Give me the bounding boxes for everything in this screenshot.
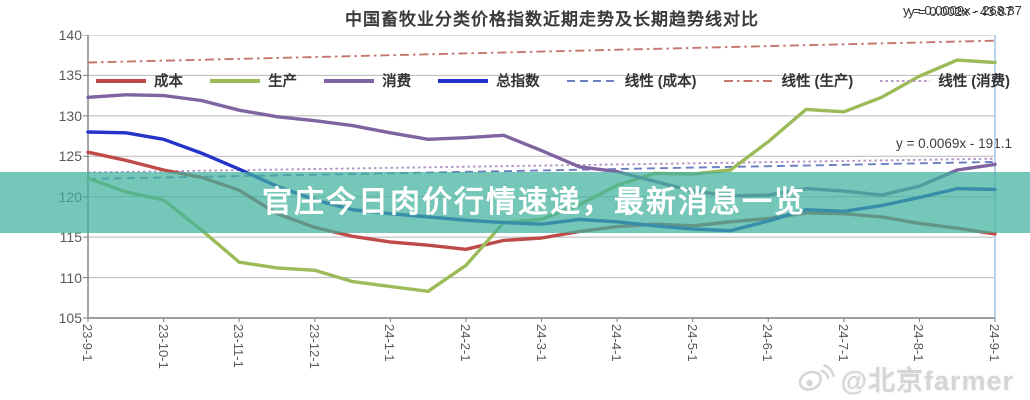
- x-axis-tick-label: 24-2-1: [457, 324, 473, 362]
- x-axis-tick-label: 23-9-1: [80, 324, 95, 362]
- trend-line: [87, 160, 996, 180]
- y-axis-tick-label: 130: [58, 107, 82, 124]
- trend-equation-top-b: y = 0.002x - 43.87: [908, 4, 1013, 19]
- legend-swatch: [96, 78, 146, 83]
- legend-item[interactable]: 消费: [323, 70, 411, 91]
- watermark: @北京farmer: [797, 359, 1014, 398]
- legend-item[interactable]: 生产: [209, 70, 297, 91]
- legend-item-label: 成本: [154, 74, 183, 90]
- weibo-icon: [798, 363, 835, 391]
- legend-item-label: 消费: [382, 74, 412, 90]
- chart-legend: 成本 生产 消费 总指数 线性 (成本) 线性 (生产) 线性 (消费): [95, 70, 1010, 91]
- legend-item-label: 生产: [268, 74, 298, 90]
- legend-item-label: 线性 (成本): [624, 74, 697, 90]
- x-axis-tick-label: 24-3-1: [533, 324, 549, 362]
- overlay-banner: 官庄今日肉价行情速递，最新消息一览: [0, 172, 1030, 233]
- legend-item[interactable]: 成本: [95, 70, 183, 91]
- y-axis-tick-label: 115: [59, 229, 82, 246]
- x-axis-tick-label: 23-11-1: [231, 324, 247, 368]
- page-title: 中国畜牧业分类价格指数近期走势及长期趋势线对比: [345, 10, 759, 29]
- legend-swatch: [566, 79, 617, 82]
- trend-line: [87, 39, 996, 64]
- x-axis-tick-label: 24-1-1: [382, 324, 398, 362]
- trend-equation-top-a: y = 0.0009x - 268.87: [903, 3, 1022, 18]
- x-axis-tick-label: 23-12-1: [306, 324, 322, 369]
- legend-swatch: [438, 78, 489, 83]
- x-axis-tick-label: 23-10-1: [155, 324, 171, 369]
- legend-item-label: 线性 (生产): [781, 74, 854, 90]
- legend-swatch: [723, 79, 774, 82]
- legend-item[interactable]: 总指数: [437, 70, 540, 91]
- x-axis-tick-label: 24-9-1: [987, 324, 1002, 362]
- trend-equation-consumption: y = 0.0069x - 191.1: [896, 136, 1012, 151]
- x-axis-tick-label: 24-8-1: [911, 324, 927, 362]
- legend-item-label: 线性 (消费): [938, 74, 1010, 90]
- x-axis-tick-label: 24-4-1: [609, 324, 625, 362]
- watermark-text: @北京farmer: [840, 366, 1014, 396]
- y-axis-tick-label: 110: [59, 269, 82, 286]
- legend-swatch: [880, 79, 931, 82]
- y-axis-tick-label: 140: [58, 27, 82, 43]
- legend-item-label: 总指数: [496, 74, 540, 90]
- legend-item[interactable]: 线性 (消费): [879, 70, 1010, 91]
- trend-line: [87, 157, 996, 174]
- y-axis-tick-label: 125: [58, 148, 82, 165]
- y-axis-tick-label: 105: [58, 310, 82, 326]
- x-axis-tick-label: 24-5-1: [684, 324, 700, 362]
- overlay-banner-text: 官庄今日肉价行情速递，最新消息一览: [262, 186, 806, 219]
- legend-swatch: [210, 78, 261, 83]
- legend-item[interactable]: 线性 (生产): [723, 70, 854, 91]
- x-axis-tick-label: 24-6-1: [760, 324, 776, 362]
- legend-swatch: [324, 78, 375, 83]
- x-axis-tick-label: 24-7-1: [835, 324, 851, 362]
- legend-item[interactable]: 线性 (成本): [566, 70, 697, 91]
- trend-equation-overlapping: y = 0.0009x - 268.87 y = 0.002x - 43.87: [903, 3, 1030, 23]
- y-axis-tick-label: 135: [58, 67, 82, 84]
